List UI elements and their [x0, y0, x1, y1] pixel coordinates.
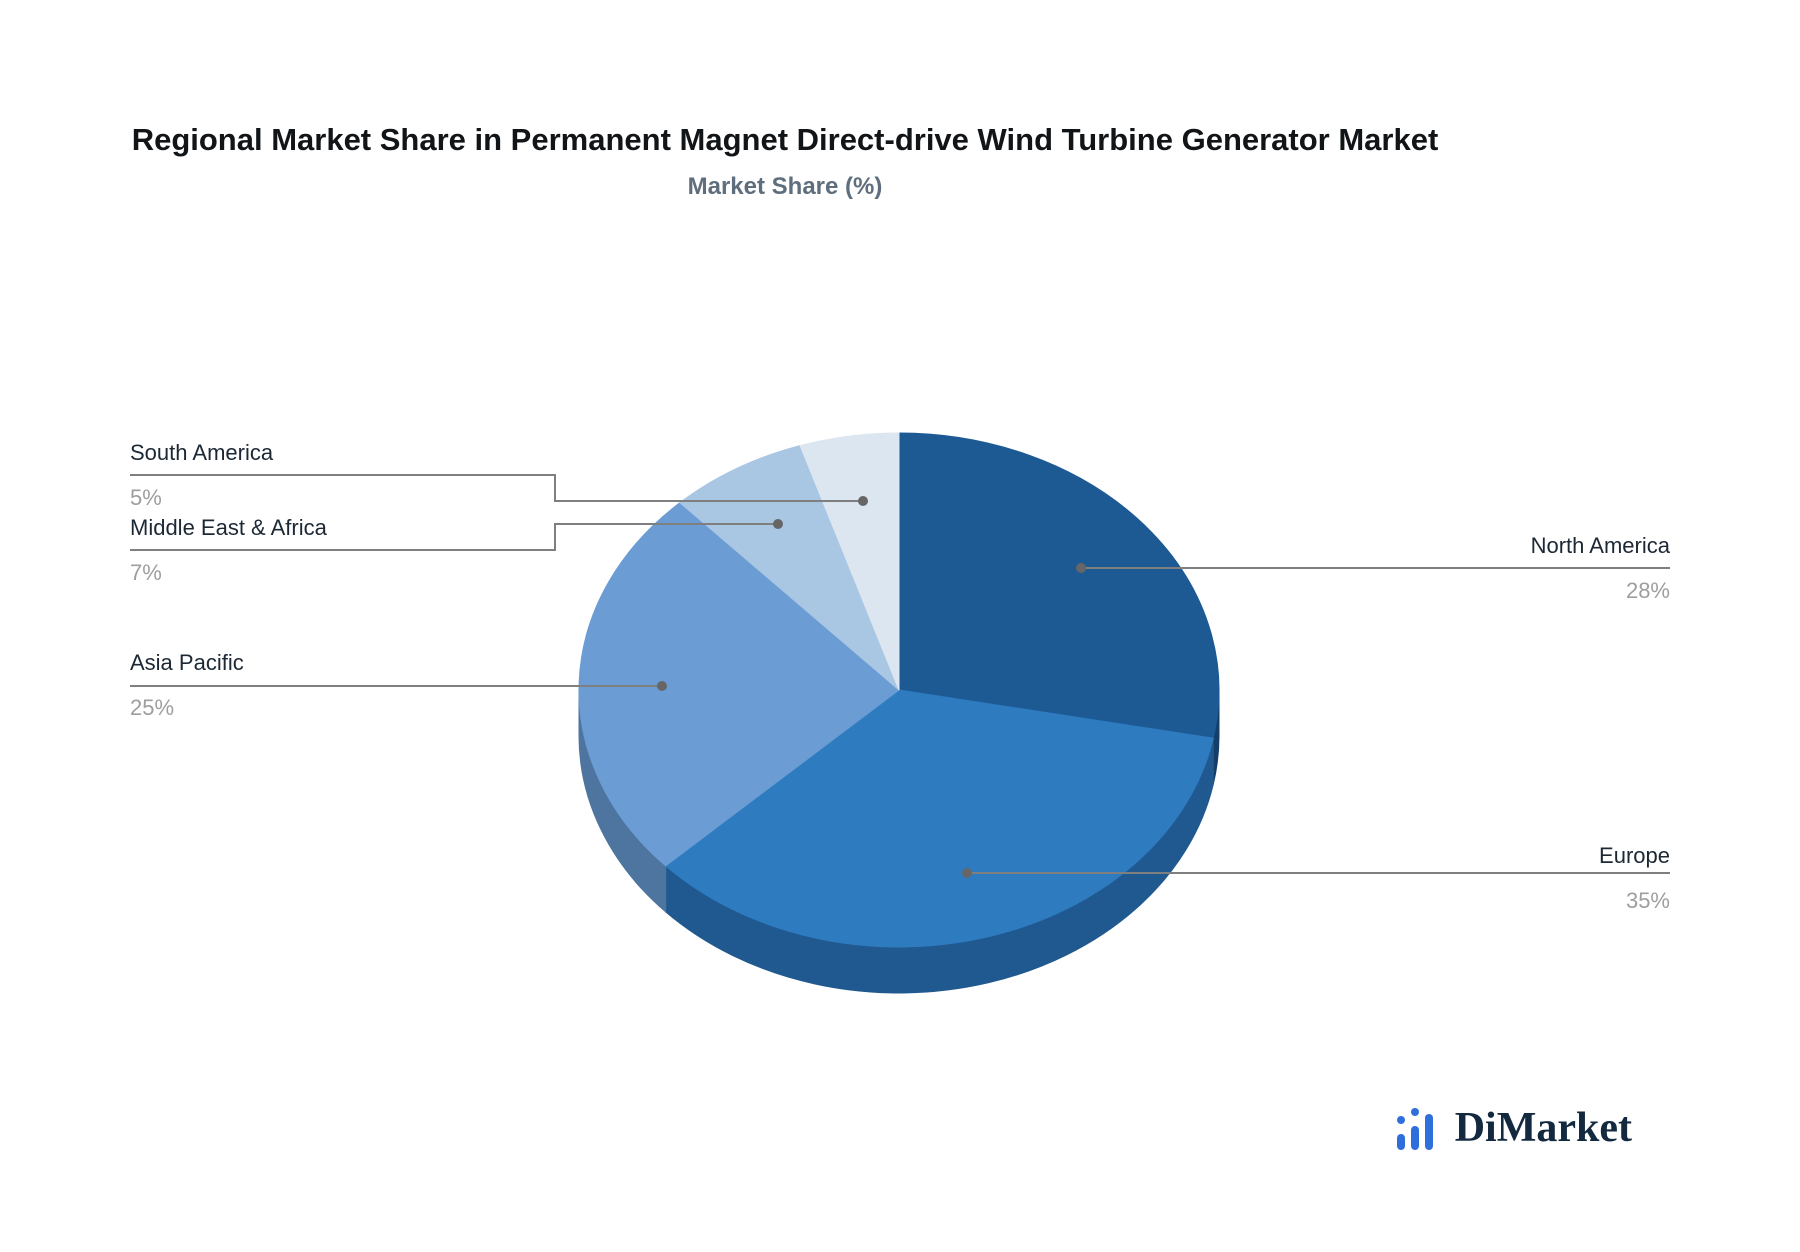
slice-label-name: Asia Pacific: [130, 650, 244, 675]
slice-label-percent: 35%: [1625, 888, 1670, 913]
bar-chart-icon: [1396, 1108, 1445, 1152]
leader-dot-asia-pacific: [657, 681, 667, 691]
logo-bar: [1410, 1126, 1419, 1150]
slice-label-asia-pacific: Asia Pacific 25%: [130, 651, 244, 720]
slice-label-name: North America: [1530, 533, 1670, 558]
slice-label-north-america: North America 28%: [1081, 534, 1670, 603]
leader-line-south-america: [130, 474, 863, 502]
slice-label-middle-east-africa: Middle East & Africa 7%: [130, 516, 327, 585]
slice-label-name: Europe: [1599, 843, 1670, 868]
brand-logo: DiMarket: [1396, 1096, 1632, 1152]
brand-name: DiMarket: [1454, 1105, 1632, 1151]
leader-dot-north-america: [1076, 563, 1086, 573]
logo-bar: [1396, 1134, 1405, 1150]
logo-dot: [1410, 1108, 1419, 1116]
pie-slice-asia-pacific[interactable]: [578, 502, 900, 867]
slice-label-name: South America: [130, 440, 274, 465]
logo-bar: [1424, 1114, 1433, 1150]
slice-label-percent: 25%: [130, 695, 175, 720]
slice-label-percent: 28%: [1625, 578, 1670, 603]
pie-slice-north-america[interactable]: [898, 432, 1220, 739]
slice-label-percent: 7%: [130, 560, 162, 585]
leader-line-middle-east-africa: [130, 523, 778, 551]
leader-dot-middle-east-africa: [773, 519, 783, 529]
slice-label-europe: Europe 35%: [967, 844, 1670, 913]
slice-label-percent: 5%: [130, 485, 162, 510]
leader-dot-europe: [962, 868, 972, 878]
chart-title: Regional Market Share in Permanent Magne…: [131, 122, 1439, 157]
chart-header: Regional Market Share in Permanent Magne…: [0, 116, 1570, 202]
slice-label-name: Middle East & Africa: [130, 515, 327, 540]
logo-dot: [1396, 1116, 1405, 1124]
pie-slice-europe[interactable]: [664, 689, 1214, 948]
slice-label-south-america: South America 5%: [130, 441, 273, 510]
chart-subtitle: Market Share (%): [687, 173, 883, 200]
leader-dot-south-america: [858, 496, 868, 506]
pie-slice-south-america[interactable]: [799, 432, 900, 691]
